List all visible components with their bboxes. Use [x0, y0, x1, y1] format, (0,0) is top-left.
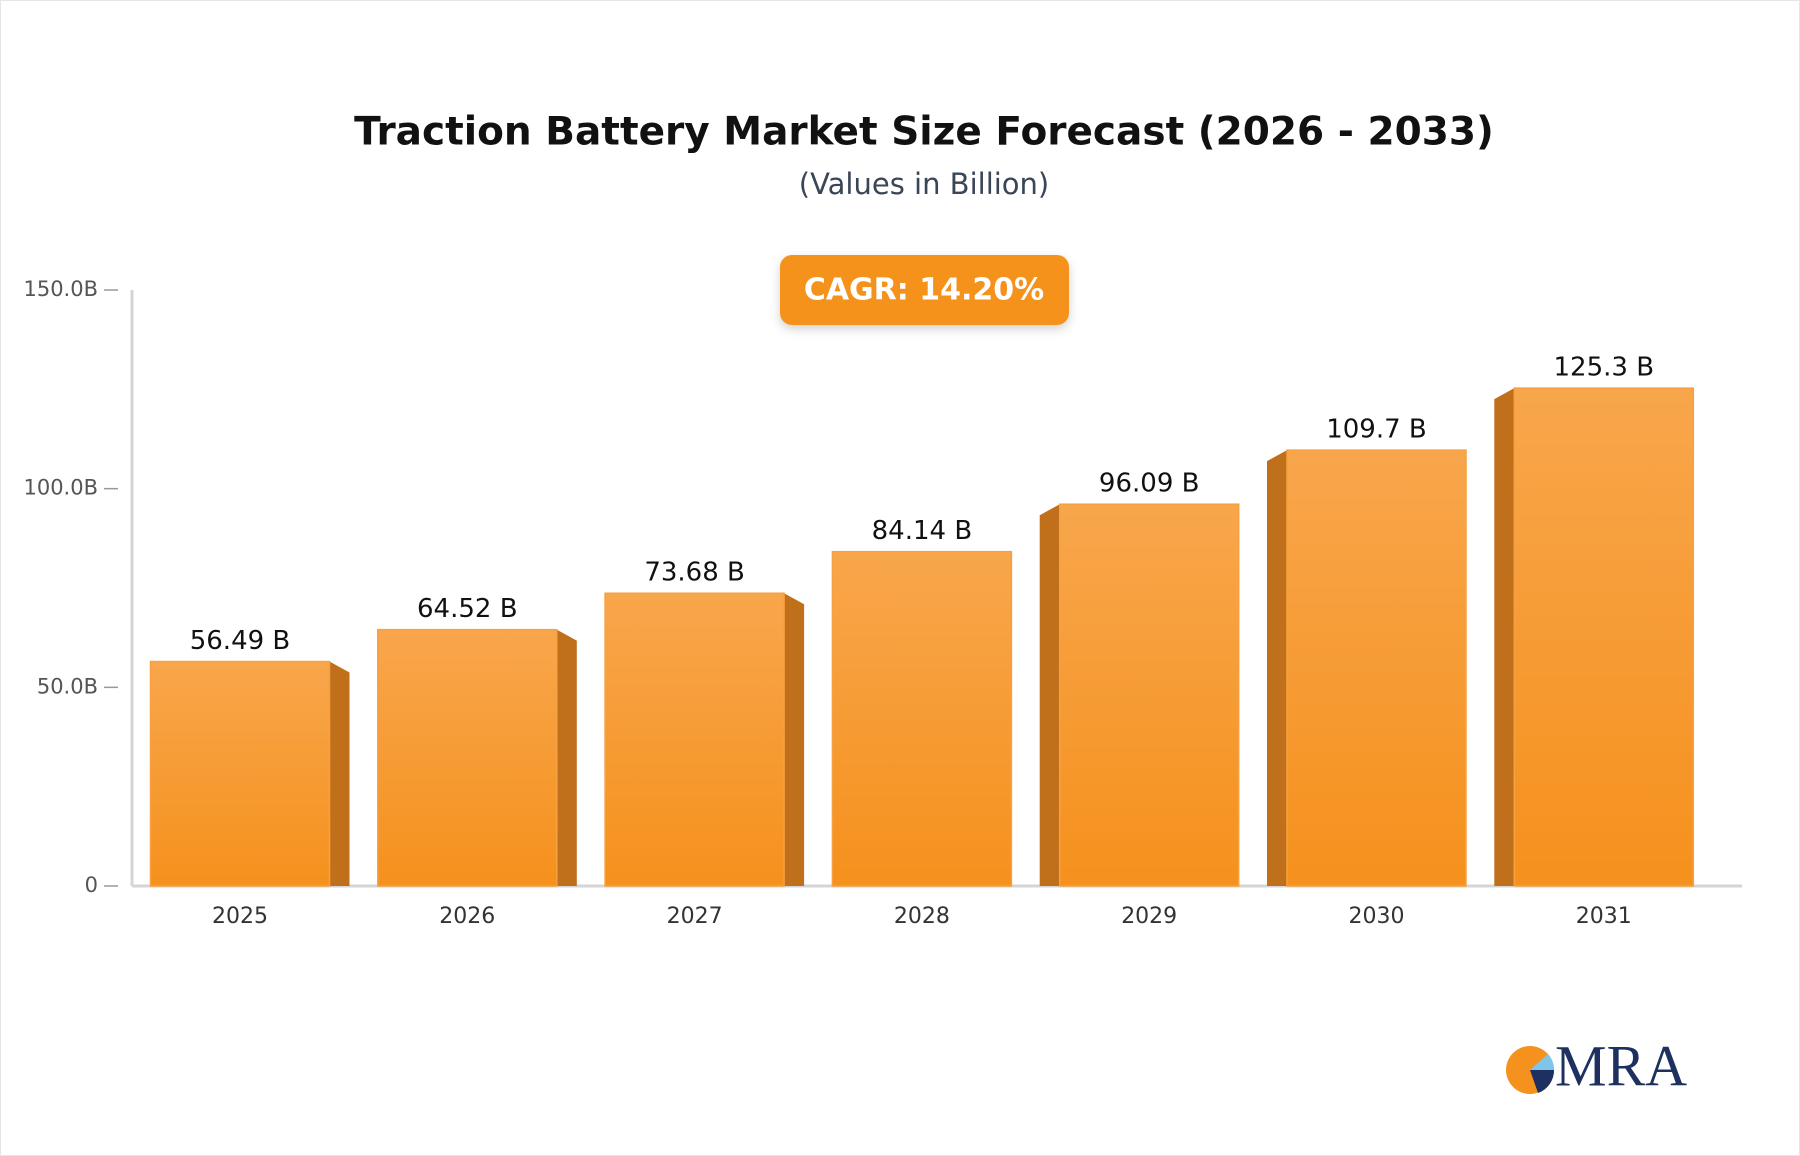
value-label: 96.09 B [1099, 469, 1200, 499]
x-tick-label: 2030 [1349, 904, 1405, 929]
chart-subtitle: (Values in Billion) [799, 167, 1050, 201]
x-tick-label: 2025 [212, 904, 268, 929]
bar-side [329, 661, 350, 886]
x-tick-label: 2028 [894, 904, 950, 929]
value-label: 109.7 B [1326, 415, 1427, 445]
bar [1513, 387, 1695, 887]
y-tick-label: 50.0B [37, 674, 98, 698]
x-tick-label: 2026 [439, 904, 495, 929]
x-tick-label: 2029 [1121, 904, 1177, 929]
y-tick-label: 100.0B [23, 476, 98, 500]
value-label: 73.68 B [644, 558, 745, 588]
bar-side [1494, 388, 1515, 886]
logo: MRA [1506, 1033, 1687, 1098]
bar [1286, 449, 1467, 887]
bar [1058, 503, 1240, 887]
bar [377, 628, 558, 887]
value-label: 64.52 B [417, 594, 518, 624]
logo-icon-slice [1530, 1070, 1555, 1093]
bar [149, 660, 331, 887]
cagr-text: CAGR: 14.20% [804, 273, 1044, 308]
value-label: 84.14 B [872, 516, 973, 546]
logo-icon-slice [1530, 1054, 1555, 1070]
value-label: 125.3 B [1554, 353, 1655, 383]
x-tick-label: 2027 [667, 904, 723, 929]
logo-text: MRA [1555, 1033, 1687, 1098]
bar [831, 550, 1013, 887]
y-tick-label: 150.0B [23, 277, 98, 301]
value-label: 56.49 B [190, 626, 291, 656]
bar-side [1039, 504, 1060, 886]
chart-title: Traction Battery Market Size Forecast (2… [354, 110, 1494, 155]
x-tick-label: 2031 [1576, 904, 1632, 929]
bar-side [784, 593, 805, 886]
bar [604, 592, 785, 887]
bar-side [1267, 450, 1287, 886]
cagr-badge [780, 255, 1069, 325]
y-tick-label: 0 [85, 873, 98, 897]
bar-side [556, 629, 577, 886]
